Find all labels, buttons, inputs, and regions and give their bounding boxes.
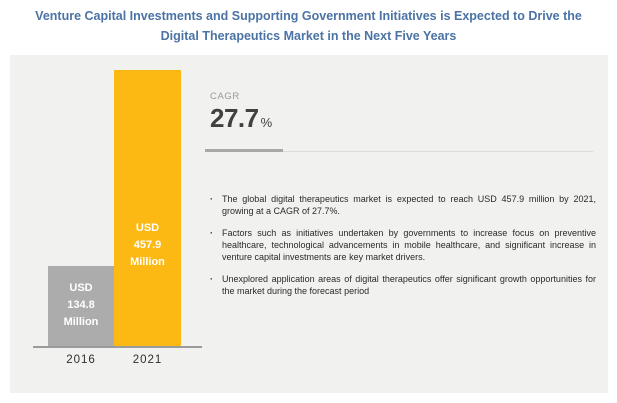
bullet-icon: · bbox=[210, 274, 213, 284]
bar-2021: USD 457.9 Million bbox=[114, 70, 181, 347]
bar-2021-label-currency: USD bbox=[135, 222, 160, 234]
bullet-icon: · bbox=[210, 194, 213, 204]
cagr-underline-track bbox=[205, 151, 593, 152]
key-points-list: · The global digital therapeutics market… bbox=[208, 193, 596, 307]
key-point-text: The global digital therapeutics market i… bbox=[222, 194, 596, 216]
cagr-underline-fill bbox=[205, 149, 283, 152]
cagr-value: 27.7 bbox=[210, 103, 259, 133]
bullet-icon: · bbox=[210, 228, 213, 238]
page-title-line-2: Digital Therapeutics Market in the Next … bbox=[160, 29, 457, 43]
cagr-percent-sign: % bbox=[260, 115, 273, 130]
bar-2016-label-currency: USD bbox=[69, 282, 93, 294]
bar-2016-value-label: USD 134.8 Million bbox=[48, 280, 114, 331]
key-point-text: Unexplored application areas of digital … bbox=[222, 274, 596, 296]
cagr-label: CAGR bbox=[210, 91, 240, 102]
bar-2021-label-unit: Million bbox=[130, 256, 165, 268]
bar-2016: USD 134.8 Million bbox=[48, 266, 114, 347]
list-item: · Factors such as initiatives undertaken… bbox=[208, 227, 596, 263]
bar-2021-label-value: 457.9 bbox=[133, 239, 162, 251]
cagr-value-row: 27.7% bbox=[210, 103, 272, 134]
cagr-block: CAGR 27.7% bbox=[210, 91, 272, 134]
page-title-line-1: Venture Capital Investments and Supporti… bbox=[35, 9, 582, 23]
cagr-underline-rule bbox=[205, 149, 593, 152]
x-axis-tick-2016: 2016 bbox=[66, 354, 96, 366]
list-item: · The global digital therapeutics market… bbox=[208, 193, 596, 217]
x-axis-line bbox=[33, 346, 202, 348]
list-item: · Unexplored application areas of digita… bbox=[208, 273, 596, 297]
bar-2016-label-unit: Million bbox=[63, 316, 99, 328]
key-point-text: Factors such as initiatives undertaken b… bbox=[222, 228, 596, 262]
bar-2016-label-value: 134.8 bbox=[67, 299, 95, 311]
bar-2021-value-label: USD 457.9 Million bbox=[114, 220, 181, 271]
page-title: Venture Capital Investments and Supporti… bbox=[0, 6, 617, 46]
x-axis-tick-2021: 2021 bbox=[132, 354, 163, 366]
